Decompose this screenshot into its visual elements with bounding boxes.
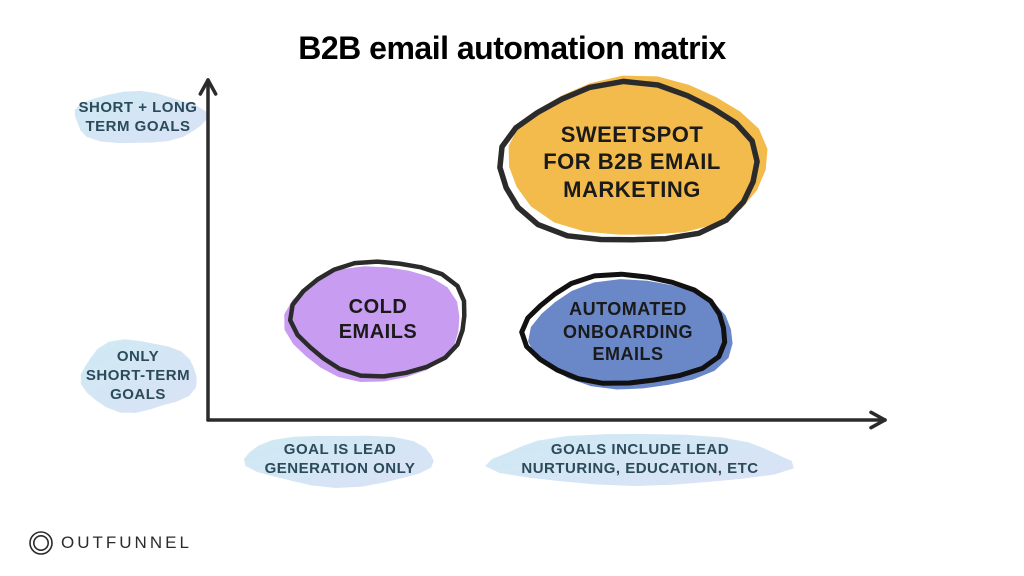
bubble-cold-emails: COLD EMAILS: [290, 295, 466, 345]
bubble-onboarding-emails: AUTOMATED ONBOARDING EMAILS: [526, 298, 730, 366]
x-axis-label-left: GOAL IS LEAD GENERATION ONLY: [245, 441, 435, 479]
matrix-diagram: [0, 0, 1024, 576]
bubble-sweetspot: SWEETSPOT FOR B2B EMAIL MARKETING: [502, 121, 762, 204]
logo-text: OUTFUNNEL: [61, 533, 192, 553]
outfunnel-logo: OUTFUNNEL: [28, 530, 192, 556]
logo-ring-icon: [28, 530, 54, 556]
x-axis-label-right: GOALS INCLUDE LEAD NURTURING, EDUCATION,…: [490, 441, 790, 479]
y-axis-label-bottom: ONLY SHORT-TERM GOALS: [80, 348, 196, 404]
y-axis-label-top: SHORT + LONG TERM GOALS: [72, 99, 204, 137]
